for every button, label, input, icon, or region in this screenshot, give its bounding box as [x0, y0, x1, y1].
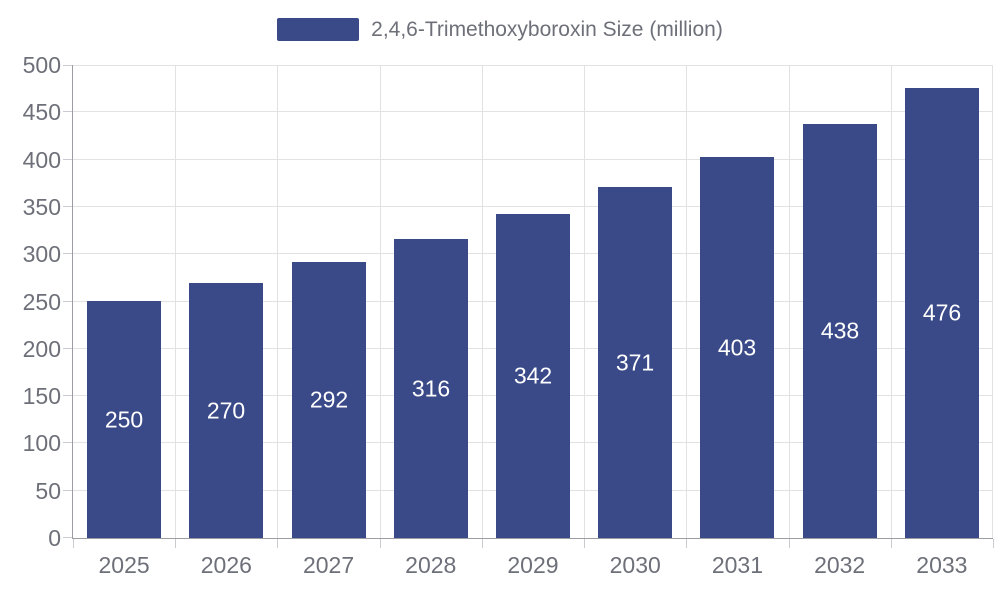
legend-swatch	[277, 18, 360, 41]
x-axis-line	[72, 538, 993, 539]
bar[interactable]: 403	[700, 157, 774, 538]
x-axis-tick	[789, 539, 790, 548]
y-axis-label: 500	[22, 52, 61, 78]
gridline-vertical	[686, 65, 687, 538]
x-axis-label: 2029	[507, 552, 559, 578]
y-axis-label: 150	[22, 383, 61, 410]
y-axis-tick	[63, 253, 72, 255]
bar-value-label: 270	[206, 397, 246, 423]
gridline-vertical	[277, 65, 278, 538]
y-axis-tick	[63, 489, 72, 491]
gridline-vertical	[380, 65, 381, 538]
x-axis-label: 2032	[814, 552, 866, 578]
x-axis-tick	[993, 539, 994, 548]
bar-value-label: 250	[104, 406, 144, 432]
gridline-vertical	[482, 65, 483, 538]
y-axis-label: 300	[22, 241, 61, 268]
x-axis-tick	[891, 539, 892, 548]
x-axis-tick	[584, 539, 585, 548]
y-axis-tick	[63, 395, 72, 397]
bar-value-label: 342	[513, 362, 553, 389]
y-axis-label: 400	[22, 146, 61, 173]
x-axis-label: 2027	[302, 552, 355, 578]
legend-label: 2,4,6-Trimethoxyboroxin Size (million)	[371, 18, 723, 41]
gridline-horizontal	[73, 205, 993, 207]
y-axis-tick	[63, 205, 72, 207]
y-axis-tick	[63, 442, 72, 444]
bar[interactable]: 316	[394, 239, 468, 538]
bar-value-label: 292	[309, 386, 349, 413]
y-axis-tick	[63, 347, 72, 349]
x-axis-tick	[686, 539, 687, 548]
y-axis-label: 50	[35, 477, 61, 504]
bar-value-label: 438	[820, 317, 860, 344]
x-axis-tick	[73, 539, 74, 548]
x-axis-label: 2025	[98, 552, 150, 578]
x-axis-tick	[482, 539, 483, 548]
y-axis-label: 0	[48, 525, 61, 551]
y-axis-tick	[63, 111, 72, 113]
x-axis-label: 2031	[711, 552, 764, 578]
bar[interactable]: 270	[189, 283, 263, 538]
x-axis-label: 2030	[609, 552, 661, 578]
plot-right-border	[992, 65, 993, 538]
bar[interactable]: 250	[87, 301, 161, 538]
gridline-horizontal	[73, 111, 993, 113]
bar-value-label: 476	[922, 299, 962, 326]
y-axis-tick	[63, 158, 72, 160]
bar-value-label: 403	[717, 334, 757, 360]
y-axis-tick	[63, 300, 72, 302]
x-axis-tick	[175, 539, 176, 548]
gridline-vertical	[175, 65, 176, 538]
gridline-horizontal	[73, 65, 993, 66]
bar[interactable]: 476	[905, 88, 979, 538]
y-axis-label: 200	[22, 335, 61, 362]
gridline-vertical	[891, 65, 892, 538]
y-axis-label: 350	[22, 193, 61, 220]
y-axis-label: 250	[22, 288, 61, 315]
x-axis-label: 2028	[405, 552, 457, 578]
y-axis-tick	[63, 537, 72, 538]
gridline-horizontal	[73, 158, 993, 160]
bar[interactable]: 371	[598, 187, 672, 538]
y-axis-tick	[63, 65, 72, 66]
x-axis-label: 2026	[200, 552, 252, 578]
bar-value-label: 316	[411, 375, 451, 401]
y-axis-label: 450	[22, 99, 61, 126]
bar[interactable]: 438	[803, 124, 877, 538]
gridline-vertical	[584, 65, 585, 538]
y-axis-line	[72, 65, 73, 538]
gridline-vertical	[789, 65, 790, 538]
plot-area: 250 270 292 316 342 371 403 438 476 0 50 100 150 200…	[23, 52, 994, 578]
legend-item[interactable]: 2,4,6-Trimethoxyboroxin Size (million)	[0, 18, 1000, 41]
bar-value-label: 371	[615, 349, 655, 375]
y-axis-label: 100	[22, 430, 61, 457]
x-axis-tick	[380, 539, 381, 548]
bar[interactable]: 342	[496, 214, 570, 538]
bar[interactable]: 292	[292, 262, 366, 538]
x-axis-label: 2033	[916, 552, 968, 578]
x-axis-tick	[277, 539, 278, 548]
